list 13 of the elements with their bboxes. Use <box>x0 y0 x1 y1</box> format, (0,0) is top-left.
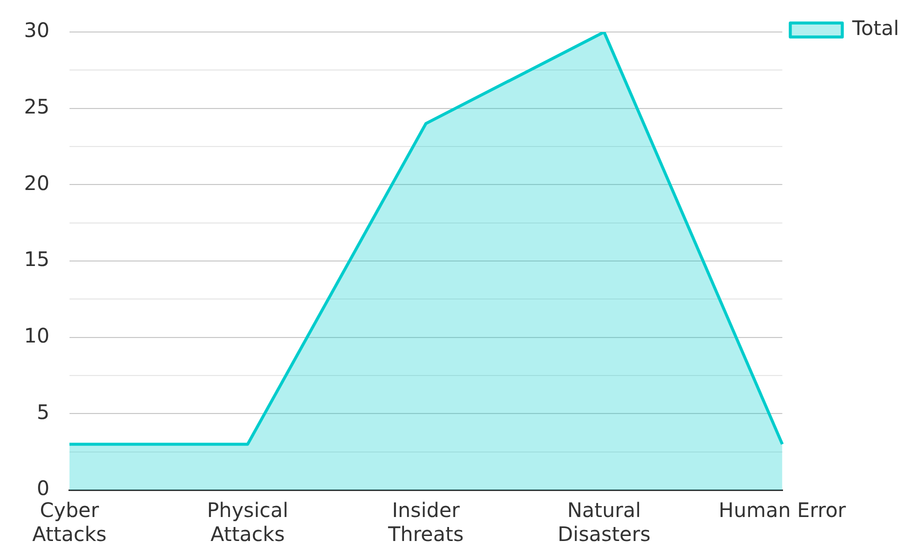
x-tick-label: Human Error <box>718 498 847 522</box>
y-tick-label: 25 <box>24 94 50 119</box>
x-tick-label: Natural Disasters <box>558 498 650 546</box>
legend-label: Total <box>851 16 900 40</box>
y-tick-label: 5 <box>36 400 50 424</box>
y-tick-label: 20 <box>24 170 50 195</box>
x-tick-label: Cyber Attacks <box>32 498 107 546</box>
x-tick-label: Physical Attacks <box>206 498 288 546</box>
y-tick-label: 15 <box>24 247 50 272</box>
y-tick-label: 0 <box>36 476 50 500</box>
x-tick-label: Insider Threats <box>387 498 464 546</box>
y-tick-label: 30 <box>24 18 50 42</box>
y-tick-label: 10 <box>24 324 50 348</box>
